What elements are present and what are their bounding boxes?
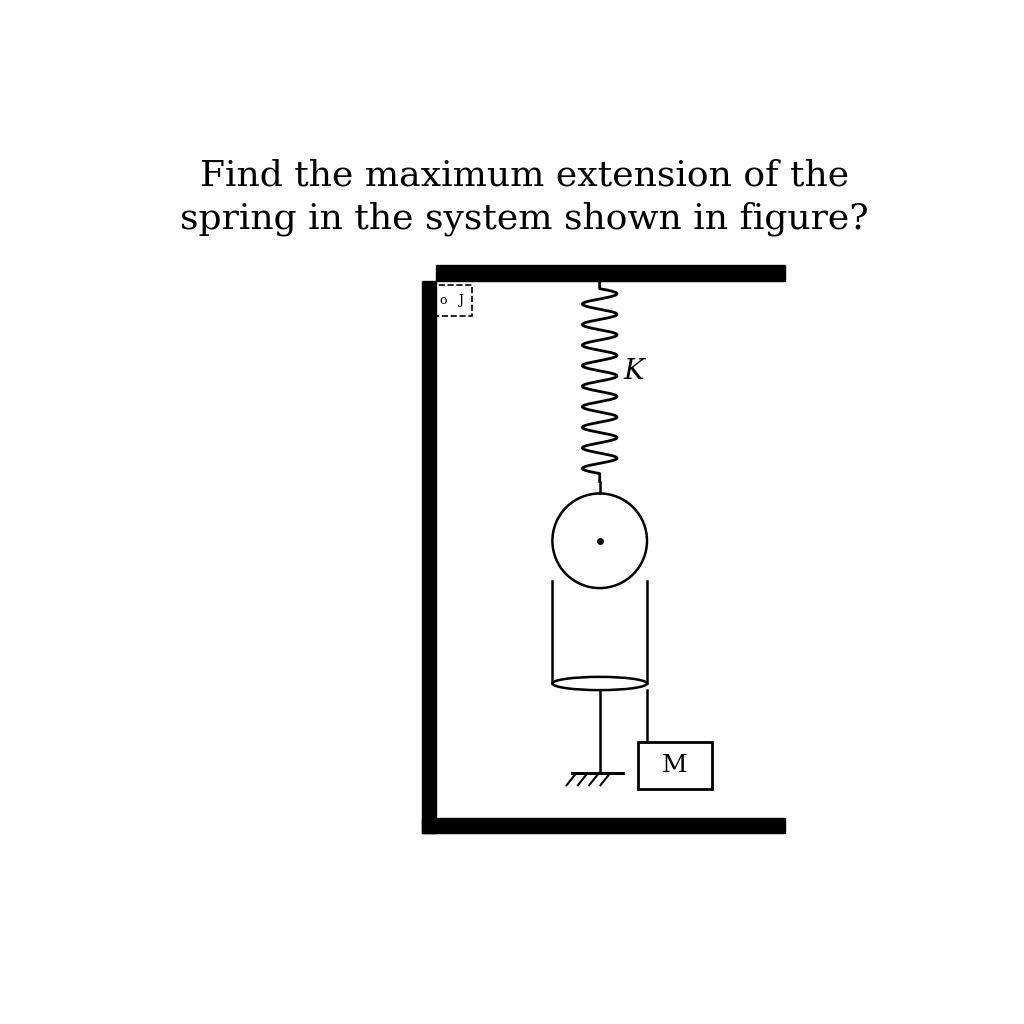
Text: K: K — [624, 357, 644, 385]
Bar — [432, 285, 472, 316]
Bar — [436, 265, 785, 281]
Text: spring in the system shown in figure?: spring in the system shown in figure? — [180, 202, 869, 237]
Bar — [638, 741, 713, 790]
Bar — [422, 818, 785, 833]
Text: M: M — [663, 754, 688, 777]
Text: J: J — [459, 294, 464, 307]
Text: Find the maximum extension of the: Find the maximum extension of the — [201, 159, 849, 193]
Bar — [422, 281, 436, 833]
Text: o: o — [440, 294, 447, 307]
